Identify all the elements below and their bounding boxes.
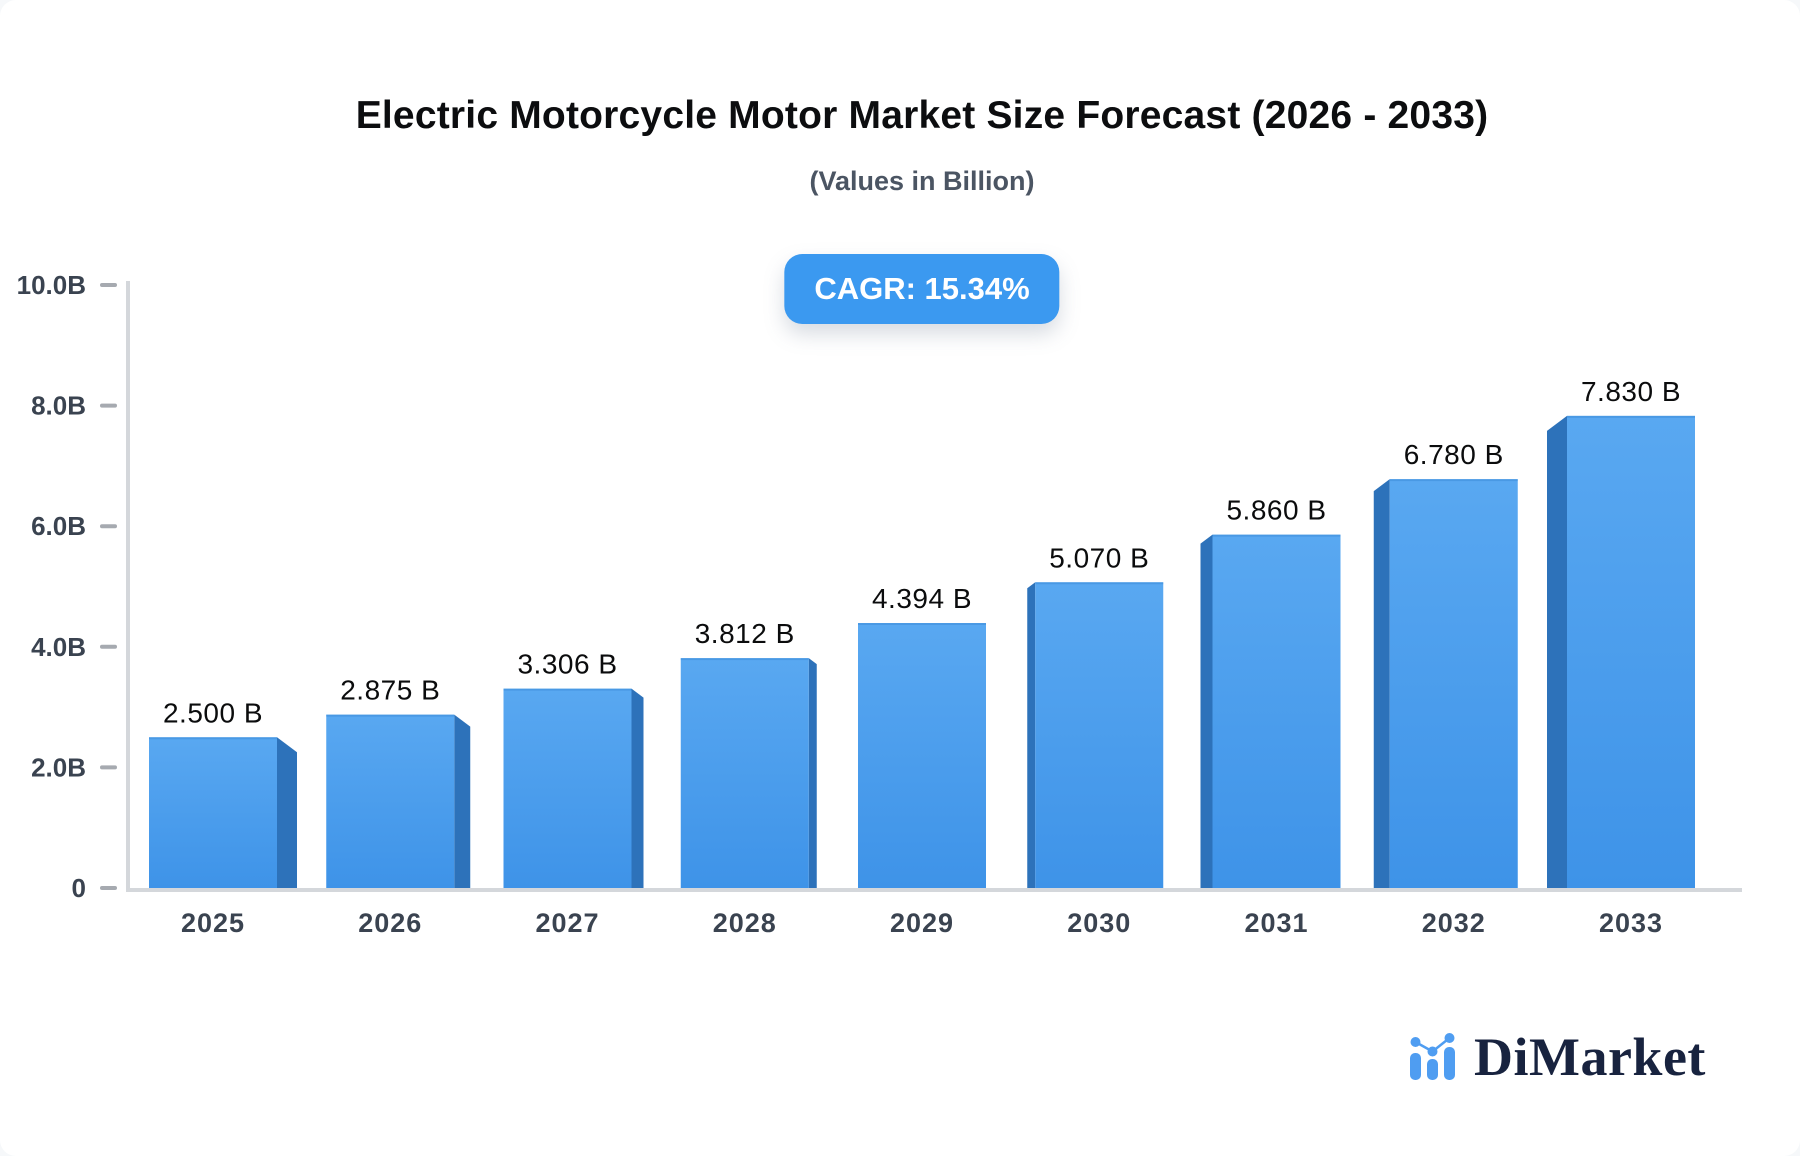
y-axis-label: 6.0B — [31, 511, 86, 541]
y-axis-tick — [100, 283, 117, 287]
y-axis-label: 4.0B — [31, 632, 86, 662]
bar-side-face — [1373, 479, 1390, 888]
bar-value-label: 2.875 B — [340, 675, 440, 706]
bar-value-label: 5.070 B — [1049, 542, 1149, 573]
x-axis-label: 2030 — [1067, 908, 1131, 938]
bar-side-face — [1200, 534, 1213, 888]
bar-group-2031[interactable]: 5.860 B 2031 — [1200, 495, 1341, 938]
y-axis-tick — [100, 644, 117, 649]
bar-side-face — [454, 714, 471, 888]
y-axis-tick — [100, 765, 117, 770]
x-axis-label: 2029 — [890, 908, 954, 938]
bar-side-face — [631, 688, 644, 888]
y-axis-tick — [100, 524, 117, 529]
dimarket-logo-text: DiMarket — [1474, 1027, 1706, 1087]
bar-group-2028[interactable]: 3.812 B 2028 — [680, 618, 817, 938]
bar-front-face[interactable] — [1212, 534, 1341, 888]
bar-side-face — [808, 658, 817, 888]
chart-title: Electric Motorcycle Motor Market Size Fo… — [355, 94, 1489, 137]
y-axis-line — [126, 281, 130, 892]
y-axis-label: 8.0B — [31, 391, 86, 421]
bar-side-face — [1547, 415, 1567, 888]
bar-side-face — [277, 737, 297, 888]
bar-value-label: 2.500 B — [163, 697, 263, 728]
bar-group-2029[interactable]: 4.394 B 2029 — [858, 583, 986, 938]
bar-front-face[interactable] — [1567, 415, 1695, 888]
bar-side-face — [1027, 582, 1036, 888]
bar-value-label: 4.394 B — [872, 583, 972, 614]
bar-group-2033[interactable]: 7.830 B 2033 — [1547, 376, 1695, 938]
dimarket-logo-icon — [1410, 1033, 1455, 1080]
x-axis-label: 2028 — [713, 908, 777, 938]
bar-front-face[interactable] — [1035, 582, 1164, 888]
y-axis-tick — [100, 886, 117, 890]
x-axis-label: 2033 — [1599, 908, 1663, 938]
y-axis-label: 2.0B — [31, 752, 86, 782]
x-axis-label: 2025 — [181, 908, 245, 938]
bar-front-face[interactable] — [858, 623, 986, 888]
bar-group-2027[interactable]: 3.306 B 2027 — [503, 649, 644, 938]
x-axis-label: 2027 — [535, 908, 599, 938]
bar-front-face[interactable] — [1389, 479, 1518, 888]
bar-group-2032[interactable]: 6.780 B 2032 — [1373, 439, 1518, 938]
bar-value-label: 3.812 B — [695, 618, 795, 649]
chart-subtitle: (Values in Billion) — [809, 166, 1035, 196]
x-axis-label: 2032 — [1422, 908, 1486, 938]
bar-value-label: 5.860 B — [1226, 495, 1326, 526]
y-axis-label: 10.0B — [17, 270, 86, 300]
x-axis-line — [126, 888, 1742, 892]
bar-front-face[interactable] — [503, 688, 632, 888]
y-axis-label: 0 — [72, 873, 86, 903]
bar-front-face[interactable] — [680, 658, 809, 888]
bar-front-face[interactable] — [326, 714, 455, 888]
x-axis-label: 2031 — [1244, 908, 1308, 938]
bar-value-label: 6.780 B — [1404, 439, 1504, 470]
bar-front-face[interactable] — [149, 737, 277, 888]
x-axis-label: 2026 — [358, 908, 422, 938]
bar-group-2026[interactable]: 2.875 B 2026 — [326, 675, 471, 938]
dimarket-logo: DiMarket — [1406, 1030, 1706, 1084]
bar-value-label: 3.306 B — [517, 649, 617, 680]
y-axis-tick — [100, 403, 117, 408]
bar-group-2030[interactable]: 5.070 B 2030 — [1027, 542, 1164, 938]
bar-chart: 0 2.0B 4.0B 6.0B 8.0B 10.0B 2.500 B 2025 2.875 B… — [17, 270, 1742, 938]
bar-value-label: 7.830 B — [1581, 376, 1681, 407]
cagr-badge: CAGR: 15.34% — [784, 254, 1060, 324]
bar-group-2025[interactable]: 2.500 B 2025 — [149, 697, 297, 938]
